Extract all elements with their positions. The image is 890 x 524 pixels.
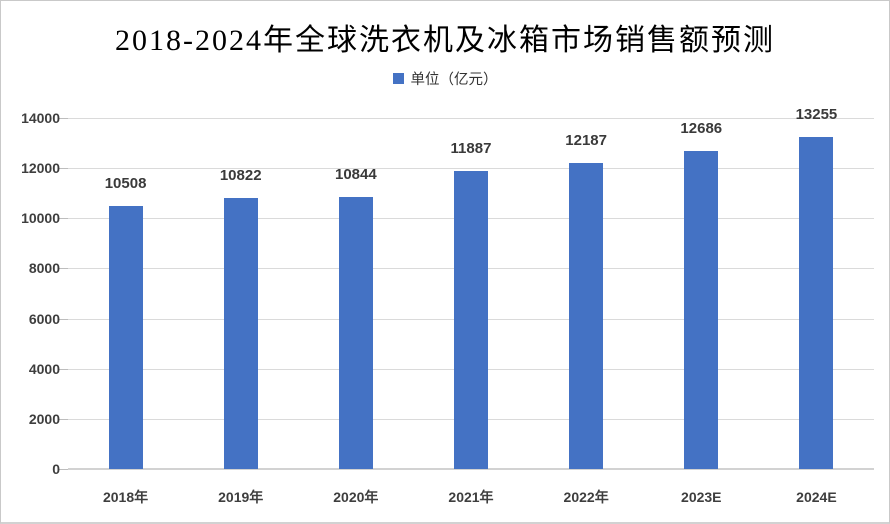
x-axis-category-label: 2021年 xyxy=(448,489,494,505)
bar xyxy=(338,197,373,469)
x-axis-line xyxy=(68,468,874,470)
y-axis-tick-mark xyxy=(59,218,68,220)
bar xyxy=(799,136,834,469)
y-axis-tick-mark xyxy=(59,418,68,420)
bar xyxy=(684,150,719,469)
x-axis-category-label: 2023E xyxy=(681,489,722,505)
y-axis-tick-label: 12000 xyxy=(21,160,60,177)
x-axis-category-label: 2019年 xyxy=(218,489,264,505)
bar-value-label: 13255 xyxy=(795,105,838,123)
x-axis-category-label: 2020年 xyxy=(333,489,379,505)
y-axis-tick-mark xyxy=(59,268,68,270)
bar xyxy=(454,170,488,469)
y-axis-tick-mark xyxy=(59,118,68,119)
y-axis-tick-mark xyxy=(59,168,68,170)
y-axis-tick-label: 10000 xyxy=(21,210,60,227)
y-axis-tick-label: 2000 xyxy=(28,410,60,427)
bar-value-label: 10508 xyxy=(104,174,147,192)
y-axis-tick-mark xyxy=(59,318,68,320)
y-axis-tick-label: 0 xyxy=(52,461,60,477)
bar-value-label: 11887 xyxy=(450,139,492,157)
legend-swatch xyxy=(392,73,404,84)
bar xyxy=(569,163,604,469)
gridline xyxy=(68,118,874,119)
y-axis-tick-mark xyxy=(59,469,68,470)
y-axis-tick-label: 14000 xyxy=(21,110,60,126)
chart-title: 2018-2024年全球洗衣机及冰箱市场销售额预测 xyxy=(115,24,775,57)
bar-value-label: 10822 xyxy=(219,166,262,184)
y-axis-tick-label: 8000 xyxy=(28,260,60,277)
bar-value-label: 12187 xyxy=(565,132,607,150)
x-axis-category-label: 2022年 xyxy=(563,489,609,505)
x-axis-category-label: 2018年 xyxy=(102,489,149,505)
x-axis-category-label: 2024E xyxy=(796,489,837,505)
legend: 单位（亿元） xyxy=(1,68,889,89)
y-axis-tick-mark xyxy=(59,368,68,370)
plot-area: 0 2000 4000 6000 8000 10000 12000 14000 10508 201… xyxy=(21,106,874,505)
bar xyxy=(223,197,258,469)
y-axis-tick-label: 6000 xyxy=(28,310,60,327)
y-axis-tick-label: 4000 xyxy=(28,360,60,377)
legend-label: 单位（亿元） xyxy=(410,72,498,88)
gridline xyxy=(68,168,874,170)
bar xyxy=(108,205,143,469)
bar-value-label: 12686 xyxy=(680,119,723,137)
bar-value-label: 10844 xyxy=(334,166,377,184)
